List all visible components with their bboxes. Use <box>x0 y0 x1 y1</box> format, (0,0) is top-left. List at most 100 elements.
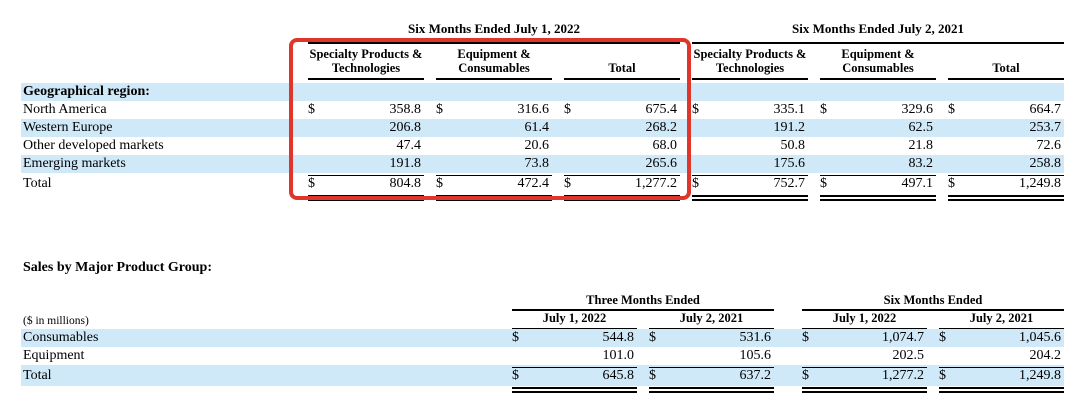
dollar-sign: $ <box>308 176 315 191</box>
double-rule-cell <box>500 386 637 393</box>
date-header-cell: July 1, 2022 <box>500 311 637 329</box>
data-cell: 258.8 <box>936 156 1064 172</box>
dollar-sign: $ <box>436 176 443 191</box>
total-row: Total $804.8 $472.4 $1,277.2 $752.7 $497… <box>21 173 1064 194</box>
cell-value: 101.0 <box>602 348 635 363</box>
data-cell: $664.7 <box>936 102 1064 118</box>
data-cell: 21.8 <box>808 138 936 154</box>
column-header-cell: Specialty Products & Technologies <box>296 44 424 80</box>
data-cell: 68.0 <box>552 138 680 154</box>
units-note-cell: ($ in millions) <box>21 311 500 329</box>
date-header-cell: July 2, 2021 <box>637 311 774 329</box>
data-cell: 175.6 <box>680 156 808 172</box>
period-header-2022: Six Months Ended July 1, 2022 <box>296 21 680 44</box>
product-group-sales-table: Three Months Ended Six Months Ended ($ i… <box>21 293 1064 393</box>
dollar-sign: $ <box>820 102 827 117</box>
data-cell: $1,074.7 <box>790 330 927 346</box>
cell-value: 335.1 <box>773 102 806 117</box>
data-cell: 268.2 <box>552 120 680 136</box>
section-label: Geographical region: <box>23 84 150 99</box>
dollar-sign: $ <box>436 102 443 117</box>
cell-value: 191.8 <box>389 156 422 171</box>
cell-value: 531.6 <box>739 330 772 345</box>
data-cell: 253.7 <box>936 120 1064 136</box>
data-cell: $358.8 <box>296 102 424 118</box>
total-cell: $1,277.2 <box>790 367 927 384</box>
double-rule <box>948 195 1064 201</box>
cell-value: 61.4 <box>524 120 550 135</box>
period-header-2021: Six Months Ended July 2, 2021 <box>680 21 1064 44</box>
cell-value: 73.8 <box>524 156 550 171</box>
date-header: July 1, 2022 <box>802 311 927 329</box>
dollar-sign: $ <box>649 368 656 383</box>
date-header-row: ($ in millions) July 1, 2022 July 2, 202… <box>21 311 1064 329</box>
data-cell: 62.5 <box>808 120 936 136</box>
cell-value: 62.5 <box>908 120 934 135</box>
row-label: Total <box>23 367 52 383</box>
dollar-sign: $ <box>512 330 519 345</box>
row-label: North America <box>23 102 107 117</box>
data-cell: 83.2 <box>808 156 936 172</box>
period-header-2021-label: Six Months Ended July 2, 2021 <box>692 21 1064 44</box>
data-cell: 191.2 <box>680 120 808 136</box>
column-header-line2: Consumables <box>842 60 914 75</box>
column-header-cell: Equipment & Consumables <box>424 44 552 80</box>
column-header-cell: Specialty Products & Technologies <box>680 44 808 80</box>
cell-value: 1,249.8 <box>1019 368 1061 383</box>
data-cell: 47.4 <box>296 138 424 154</box>
double-rule-cell <box>637 386 774 393</box>
date-header: July 1, 2022 <box>512 311 637 329</box>
date-header-cell: July 2, 2021 <box>927 311 1064 329</box>
cell-value: 1,277.2 <box>635 176 677 191</box>
cell-value: 675.4 <box>645 102 678 117</box>
period-group-three-months: Three Months Ended <box>500 293 774 311</box>
highlight-annotation-box <box>289 38 691 200</box>
data-cell: 101.0 <box>500 348 637 364</box>
date-header: July 2, 2021 <box>649 311 774 329</box>
dollar-sign: $ <box>564 176 571 191</box>
period-group-label: Three Months Ended <box>512 293 774 311</box>
column-header-line1: Specialty Products & <box>309 47 423 61</box>
cell-value: 47.4 <box>396 138 422 153</box>
row-label: Consumables <box>23 330 99 345</box>
data-cell: 73.8 <box>424 156 552 172</box>
cell-value: 50.8 <box>780 138 806 153</box>
cell-value: 752.7 <box>773 176 806 191</box>
data-cell: 50.8 <box>680 138 808 154</box>
cell-value: 316.6 <box>517 102 550 117</box>
date-header: July 2, 2021 <box>939 311 1064 329</box>
double-rule <box>649 387 774 393</box>
cell-value: 191.2 <box>773 120 806 135</box>
units-note: ($ in millions) <box>23 315 89 327</box>
cell-value: 1,277.2 <box>882 368 924 383</box>
table-row-north-america: North America $358.8 $316.6 $675.4 $335.… <box>21 101 1064 119</box>
product-table-title: Sales by Major Product Group: <box>23 260 213 275</box>
data-cell: $316.6 <box>424 102 552 118</box>
group-gap-spacer <box>774 311 790 329</box>
double-rule-cell <box>936 194 1064 201</box>
column-header-line2: Technologies <box>715 60 785 75</box>
cell-value: 258.8 <box>1029 156 1062 171</box>
total-cell: $497.1 <box>808 175 936 192</box>
total-row: Total $645.8 $637.2 $1,277.2 $1,249.8 <box>21 365 1064 386</box>
data-cell: $544.8 <box>500 330 637 346</box>
period-group-header-row: Three Months Ended Six Months Ended <box>21 293 1064 311</box>
data-cell: 206.8 <box>296 120 424 136</box>
section-header-row: Geographical region: <box>21 83 1064 101</box>
cell-value: 804.8 <box>389 176 422 191</box>
double-rule <box>692 195 808 201</box>
total-cell: $1,249.8 <box>927 367 1064 384</box>
dollar-sign: $ <box>308 102 315 117</box>
row-label: Equipment <box>23 348 85 363</box>
column-header-line1: Equipment & <box>841 47 915 61</box>
table-row-emerging-markets: Emerging markets 191.8 73.8 265.6 175.6 … <box>21 155 1064 173</box>
date-header-cell: July 1, 2022 <box>790 311 927 329</box>
dollar-sign: $ <box>939 368 946 383</box>
total-cell: $472.4 <box>424 175 552 192</box>
column-header-line2: Technologies <box>331 60 401 75</box>
dollar-sign: $ <box>692 176 699 191</box>
geographic-sales-table: Six Months Ended July 1, 2022 Six Months… <box>21 13 1064 201</box>
total-cell: $1,249.8 <box>936 175 1064 192</box>
cell-value: 83.2 <box>908 156 934 171</box>
